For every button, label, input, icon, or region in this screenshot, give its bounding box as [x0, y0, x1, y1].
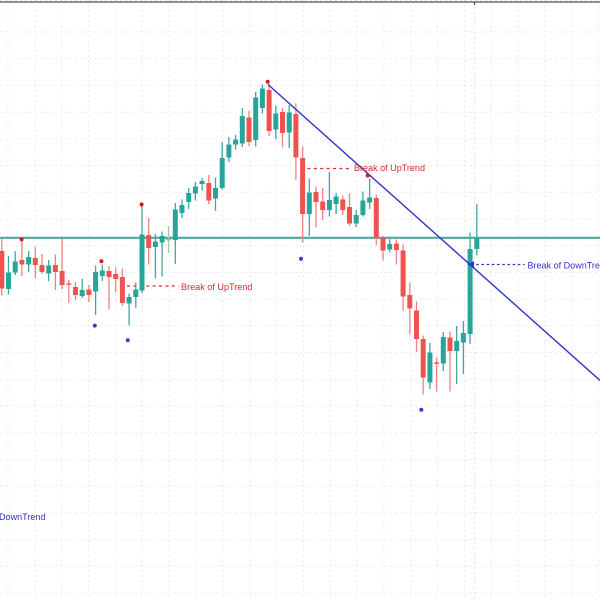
svg-text:Break of DownTrend: Break of DownTrend — [528, 260, 600, 271]
svg-text:Break of UpTrend: Break of UpTrend — [354, 163, 425, 174]
svg-text:DownTrend: DownTrend — [0, 512, 46, 523]
svg-text:Break of UpTrend: Break of UpTrend — [181, 282, 253, 293]
